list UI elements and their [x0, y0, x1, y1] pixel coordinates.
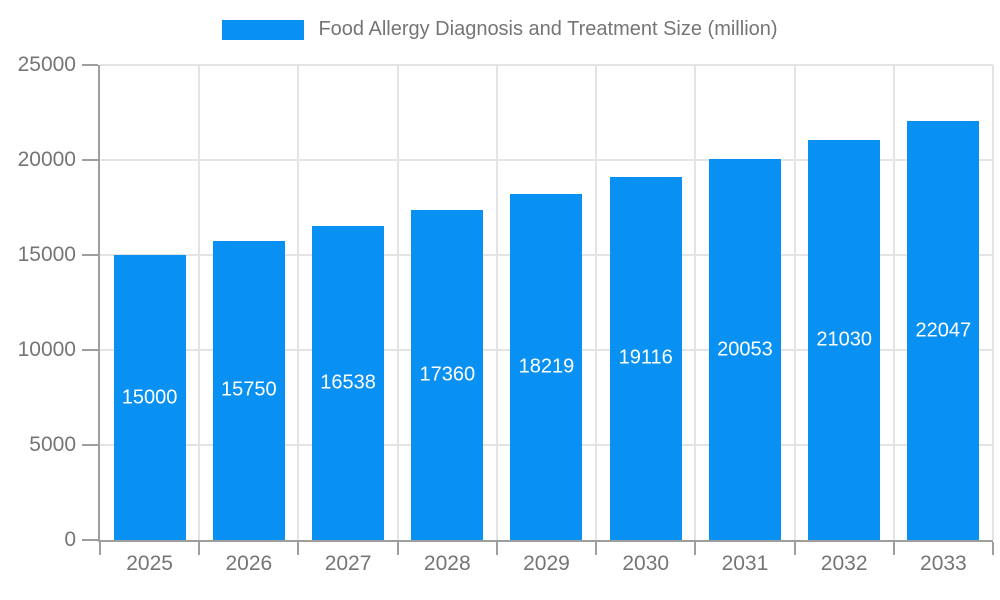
bar-value-label-2027: 16538: [320, 371, 376, 394]
bar-2025[interactable]: 15000: [113, 255, 186, 540]
bar-2033[interactable]: 22047: [907, 121, 980, 540]
x-tick-0: [99, 542, 101, 555]
x-axis-label-2025: 2025: [126, 552, 173, 575]
y-tick-20000: [82, 159, 98, 161]
gridline-y-25000: [100, 64, 993, 66]
x-axis-label-2030: 2030: [622, 552, 670, 575]
x-tick-2: [297, 542, 300, 555]
y-tick-0: [82, 539, 98, 541]
bar-2030[interactable]: 19116: [609, 176, 682, 540]
x-tick-3: [396, 542, 399, 555]
plot-area: 15000 15750 16538 17360 18219 19116 20053 21030…: [82, 64, 994, 555]
bar-2032[interactable]: 21030: [808, 140, 881, 540]
bar-value-label-2032: 21030: [816, 328, 872, 351]
gridline-x-8: [892, 65, 895, 540]
x-axis-label-2029: 2029: [523, 552, 570, 575]
bar-slot-2027: 16538: [298, 65, 397, 540]
x-axis-label-2028: 2028: [423, 552, 471, 575]
bar-2028[interactable]: 17360: [411, 210, 484, 540]
y-tick-10000: [82, 349, 98, 351]
gridline-x-3: [396, 65, 399, 540]
bar-slot-2032: 21030: [795, 65, 894, 540]
y-axis-label-25000: 25000: [17, 53, 76, 76]
x-axis-label-2033: 2033: [920, 552, 967, 575]
y-axis-line: [98, 65, 100, 540]
x-axis-line: [98, 540, 993, 542]
y-axis-label-20000: 20000: [17, 148, 76, 171]
y-axis-label-10000: 10000: [17, 338, 76, 361]
gridline-x-6: [694, 65, 697, 540]
x-axis-label-2032: 2032: [820, 552, 868, 575]
gridline-x-5: [595, 65, 598, 540]
y-axis-label-5000: 5000: [29, 433, 76, 456]
chart-legend[interactable]: Food Allergy Diagnosis and Treatment Siz…: [0, 18, 1000, 41]
gridline-x-4: [495, 65, 498, 540]
x-tick-7: [793, 542, 796, 555]
gridline-x-7: [793, 65, 796, 540]
legend-swatch: [222, 19, 305, 40]
bar-2031[interactable]: 20053: [708, 159, 781, 540]
x-tick-8: [892, 542, 895, 555]
bar-value-label-2033: 22047: [915, 319, 972, 342]
gridline-x-2: [297, 65, 300, 540]
bar-value-label-2030: 19116: [618, 346, 673, 369]
bar-slot-2028: 17360: [398, 65, 497, 540]
x-tick-5: [595, 542, 598, 555]
x-tick-1: [198, 542, 201, 555]
bar-value-label-2026: 15750: [221, 378, 277, 401]
x-tick-9: [992, 542, 994, 555]
bar-2026[interactable]: 15750: [212, 240, 285, 540]
gridline-x-9: [992, 65, 994, 540]
y-tick-5000: [82, 444, 98, 446]
x-axis-label-2026: 2026: [225, 552, 273, 575]
gridline-x-1: [198, 65, 201, 540]
bar-slot-2026: 15750: [199, 65, 298, 540]
y-tick-15000: [82, 254, 98, 256]
y-axis-label-15000: 15000: [17, 243, 76, 266]
bar-slot-2030: 19116: [596, 65, 695, 540]
bar-value-label-2028: 17360: [419, 363, 476, 386]
bar-slot-2029: 18219: [497, 65, 596, 540]
bar-slot-2025: 15000: [100, 65, 199, 540]
y-axis-label-0: 0: [64, 528, 76, 551]
bar-slot-2031: 20053: [695, 65, 794, 540]
x-axis-label-2031: 2031: [721, 552, 769, 575]
gridline-y-20000: [100, 159, 993, 161]
bar-series: 15000 15750 16538 17360 18219 19116 20053 21030…: [100, 65, 993, 540]
legend-label: Food Allergy Diagnosis and Treatment Siz…: [318, 18, 778, 40]
bar-2029[interactable]: 18219: [510, 193, 583, 540]
bar-value-label-2031: 20053: [717, 338, 773, 360]
x-tick-4: [495, 542, 498, 555]
bar-value-label-2029: 18219: [518, 355, 575, 378]
y-tick-25000: [82, 64, 98, 66]
bar-2027[interactable]: 16538: [312, 225, 385, 540]
x-axis-label-2027: 2027: [324, 552, 372, 575]
bar-value-label-2025: 15000: [121, 386, 178, 408]
x-tick-6: [694, 542, 697, 555]
bar-slot-2033: 22047: [894, 65, 993, 540]
